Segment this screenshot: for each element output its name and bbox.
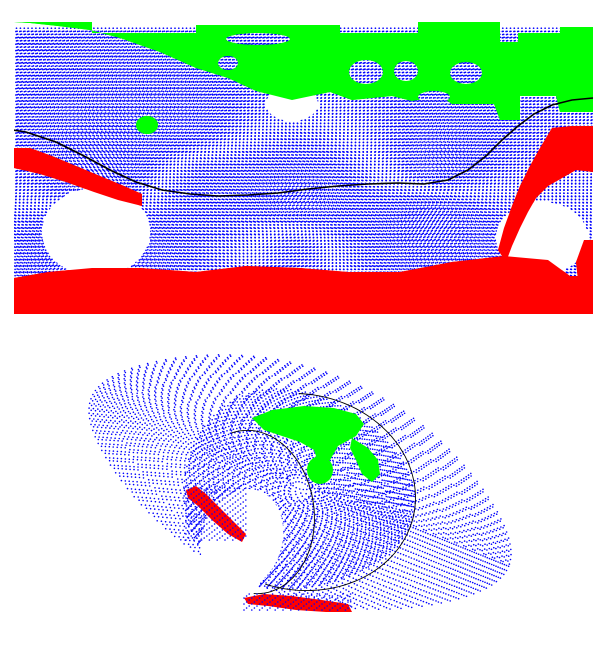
flat-domain-canvas: [14, 22, 593, 314]
separatrix-black-curve: [14, 97, 593, 197]
red-patch-left-3d: [186, 486, 246, 542]
green-patch-3d: [252, 406, 364, 462]
green-island-small-overlay: [136, 116, 158, 134]
three-dimensional-panel: [0, 322, 603, 645]
bottom-content: [88, 354, 512, 612]
top-content: [14, 22, 593, 314]
arc-outer-right: [265, 393, 416, 592]
flat-domain-panel: [0, 0, 603, 322]
green-patch-3d-tail: [350, 438, 380, 482]
streamline-dots-3d-hatch: [185, 485, 352, 611]
streamline-dots-3d: [88, 354, 512, 610]
green-patch-3d-secondary: [307, 456, 333, 484]
arc-inner-left: [230, 429, 315, 595]
upper-green-band-overlay: [14, 22, 593, 314]
red-patch-bottom-3d: [244, 594, 352, 612]
three-dimensional-canvas: [88, 354, 512, 612]
